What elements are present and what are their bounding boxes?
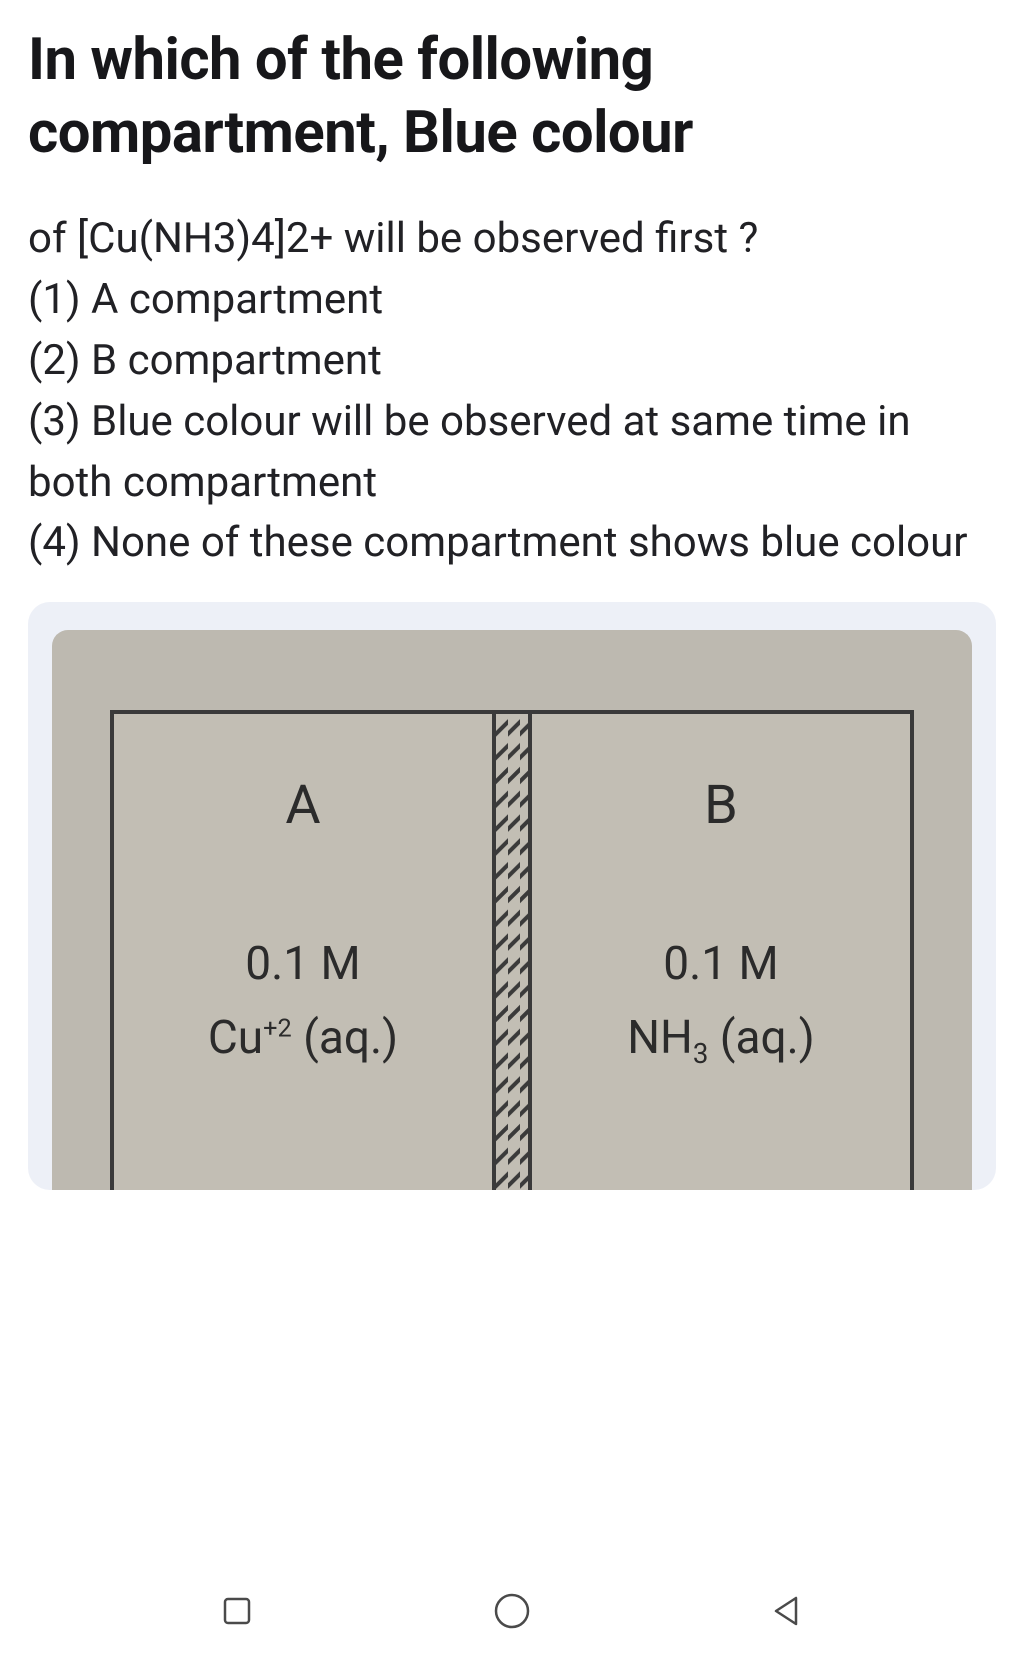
recent-apps-icon[interactable]: [215, 1589, 259, 1633]
home-icon[interactable]: [490, 1589, 534, 1633]
question-title: In which of the following compartment, B…: [28, 24, 996, 169]
option-3a: (3) Blue colour will be observed at same…: [28, 392, 996, 453]
compartment-b-label: B: [704, 774, 738, 837]
question-body: of [Cu(NH3)4]2+ will be observed first ?…: [28, 209, 996, 574]
compartment-a-conc: 0.1 M: [245, 937, 360, 991]
title-line-1: In which of the following: [28, 26, 653, 94]
back-icon[interactable]: [765, 1589, 809, 1633]
option-2: (2) B compartment: [28, 331, 996, 392]
bottom-fade: [0, 1496, 1024, 1566]
diagram-card: A 0.1 M Cu+2 (aq.) B 0.1 M NH3 (aq.): [28, 602, 996, 1190]
compartment-b: B 0.1 M NH3 (aq.): [532, 714, 910, 1190]
two-compartment-cell: A 0.1 M Cu+2 (aq.) B 0.1 M NH3 (aq.): [110, 710, 914, 1190]
option-1: (1) A compartment: [28, 270, 996, 331]
option-4: (4) None of these compartment shows blue…: [28, 513, 996, 574]
title-line-2: compartment, Blue colour: [28, 99, 693, 167]
diagram-photo: A 0.1 M Cu+2 (aq.) B 0.1 M NH3 (aq.): [52, 630, 972, 1190]
compartment-a-label: A: [285, 774, 320, 837]
semipermeable-membrane: [492, 714, 532, 1190]
option-3b: both compartment: [28, 453, 996, 514]
android-nav-bar: [0, 1566, 1024, 1656]
compartment-b-conc: 0.1 M: [663, 937, 778, 991]
compartment-a: A 0.1 M Cu+2 (aq.): [114, 714, 492, 1190]
compartment-b-species: NH3 (aq.): [627, 1011, 815, 1070]
question-prompt: of [Cu(NH3)4]2+ will be observed first ?: [28, 209, 996, 270]
question-block: In which of the following compartment, B…: [0, 0, 1024, 574]
compartment-a-species: Cu+2 (aq.): [208, 1011, 398, 1065]
